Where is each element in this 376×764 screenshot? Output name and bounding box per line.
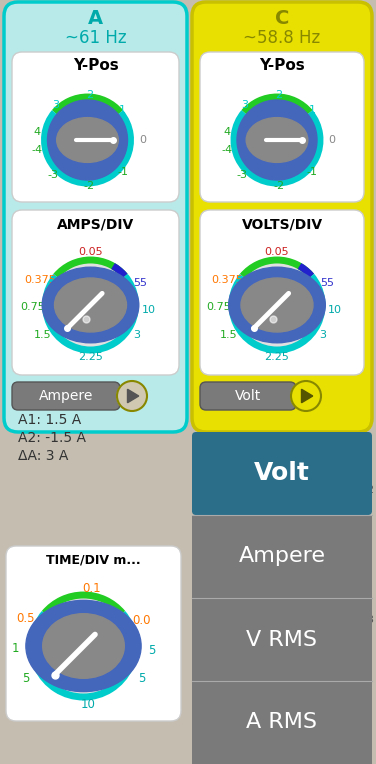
- Text: ~61 Hz: ~61 Hz: [65, 29, 126, 47]
- Circle shape: [117, 381, 147, 411]
- Text: 3: 3: [52, 100, 59, 110]
- Text: 0.375: 0.375: [24, 275, 56, 285]
- FancyBboxPatch shape: [6, 546, 181, 721]
- Text: 2.25: 2.25: [265, 352, 290, 362]
- Text: 3: 3: [241, 100, 249, 110]
- Text: 0.0: 0.0: [132, 614, 151, 627]
- Text: 1.5: 1.5: [220, 330, 238, 340]
- Text: -3: -3: [47, 170, 58, 180]
- FancyBboxPatch shape: [4, 2, 187, 432]
- Text: TIME/DIV m...: TIME/DIV m...: [46, 553, 141, 566]
- Text: 10: 10: [141, 305, 156, 315]
- Text: 0.75: 0.75: [20, 302, 45, 312]
- Ellipse shape: [55, 278, 126, 332]
- Text: -2: -2: [273, 181, 285, 191]
- Text: ~58.8 Hz: ~58.8 Hz: [243, 29, 321, 47]
- Ellipse shape: [42, 267, 139, 343]
- Text: Trigger type: Trigger type: [311, 748, 370, 758]
- Text: 5: 5: [148, 645, 155, 658]
- Text: A: A: [88, 8, 103, 28]
- Text: Ampere: Ampere: [39, 389, 93, 403]
- Polygon shape: [127, 389, 139, 403]
- Text: 0.05: 0.05: [78, 247, 103, 257]
- Text: 0.5: 0.5: [16, 611, 35, 624]
- Text: Ampere: Ampere: [238, 546, 326, 566]
- FancyBboxPatch shape: [200, 210, 364, 375]
- Circle shape: [291, 381, 321, 411]
- Text: 3: 3: [133, 330, 140, 340]
- FancyBboxPatch shape: [200, 52, 364, 202]
- Text: 1: 1: [12, 642, 19, 655]
- FancyBboxPatch shape: [192, 432, 372, 515]
- Circle shape: [30, 593, 136, 699]
- Text: 2: 2: [86, 90, 93, 100]
- Text: A1: 1.5 A: A1: 1.5 A: [18, 413, 81, 427]
- FancyBboxPatch shape: [192, 515, 372, 598]
- Text: -1: -1: [306, 167, 317, 177]
- Circle shape: [44, 258, 138, 352]
- FancyBboxPatch shape: [12, 382, 120, 410]
- Circle shape: [42, 95, 132, 185]
- FancyBboxPatch shape: [192, 598, 372, 681]
- Text: -4: -4: [32, 145, 43, 155]
- Text: 3: 3: [320, 330, 326, 340]
- Ellipse shape: [57, 118, 118, 163]
- Ellipse shape: [26, 601, 141, 691]
- Text: ΔA: 3 A: ΔA: 3 A: [18, 449, 68, 463]
- Text: 4: 4: [223, 127, 230, 137]
- Text: Y-Pos: Y-Pos: [259, 59, 305, 73]
- Text: -2: -2: [84, 181, 95, 191]
- Text: 5: 5: [138, 672, 145, 685]
- Circle shape: [230, 258, 324, 352]
- Ellipse shape: [241, 278, 313, 332]
- Text: Volt: Volt: [254, 461, 310, 485]
- Text: 2.25: 2.25: [78, 352, 103, 362]
- Text: 10: 10: [328, 305, 342, 315]
- Circle shape: [232, 95, 322, 185]
- Text: C: C: [275, 8, 289, 28]
- Text: 5: 5: [22, 672, 29, 685]
- Text: 1.5: 1.5: [34, 330, 51, 340]
- Text: -1: -1: [117, 167, 128, 177]
- Circle shape: [47, 100, 127, 180]
- Polygon shape: [302, 389, 313, 403]
- Circle shape: [237, 100, 317, 180]
- Text: AMPS/DIV: AMPS/DIV: [57, 217, 134, 231]
- Text: A RMS: A RMS: [247, 713, 317, 733]
- Text: 4: 4: [34, 127, 41, 137]
- Text: 0.375: 0.375: [211, 275, 243, 285]
- Text: 2: 2: [366, 485, 373, 495]
- FancyBboxPatch shape: [12, 52, 179, 202]
- FancyBboxPatch shape: [192, 681, 372, 764]
- Text: 55: 55: [133, 278, 147, 288]
- Text: -3: -3: [237, 170, 247, 180]
- FancyBboxPatch shape: [200, 382, 296, 410]
- FancyBboxPatch shape: [12, 210, 179, 375]
- Text: 0.1: 0.1: [82, 581, 101, 594]
- Text: Volt: Volt: [235, 389, 261, 403]
- Text: 0: 0: [329, 135, 335, 145]
- Text: 2: 2: [276, 90, 282, 100]
- Ellipse shape: [229, 267, 325, 343]
- Text: 1: 1: [119, 105, 126, 115]
- Text: A2: -1.5 A: A2: -1.5 A: [18, 431, 86, 445]
- Text: 55: 55: [320, 278, 334, 288]
- Text: 3: 3: [366, 615, 373, 625]
- FancyBboxPatch shape: [192, 2, 372, 432]
- Text: V RMS: V RMS: [247, 630, 317, 649]
- Text: 0.75: 0.75: [207, 302, 231, 312]
- Text: Y-Pos: Y-Pos: [73, 59, 118, 73]
- Text: 0: 0: [139, 135, 146, 145]
- Text: VOLTS/DIV: VOLTS/DIV: [241, 217, 323, 231]
- Text: 10: 10: [81, 698, 96, 711]
- Text: 0.05: 0.05: [265, 247, 289, 257]
- Ellipse shape: [246, 118, 308, 163]
- Text: -4: -4: [221, 145, 233, 155]
- Ellipse shape: [43, 613, 124, 678]
- Text: 1: 1: [308, 105, 315, 115]
